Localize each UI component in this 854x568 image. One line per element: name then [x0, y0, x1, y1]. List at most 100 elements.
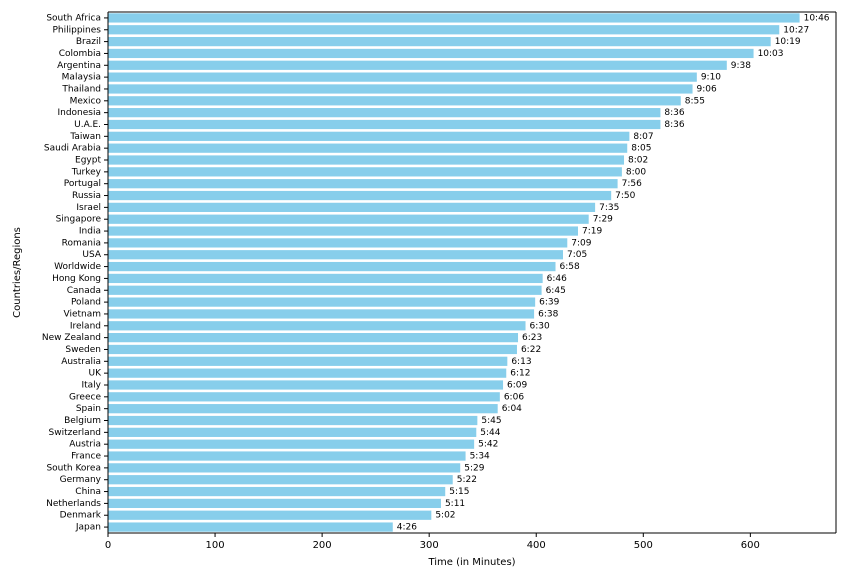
bar-value-label: 5:45: [481, 416, 501, 426]
y-tick-label: Russia: [72, 191, 101, 201]
y-tick-label: Saudi Arabia: [44, 144, 101, 154]
bar-value-label: 6:23: [522, 333, 542, 343]
bar: [108, 120, 660, 129]
x-tick-label: 500: [634, 540, 653, 551]
y-tick-label: Worldwide: [54, 262, 101, 272]
bar: [108, 475, 453, 484]
bar: [108, 215, 589, 224]
bar-value-label: 8:00: [626, 167, 646, 177]
bar: [108, 274, 543, 283]
bar-value-label: 8:55: [685, 96, 705, 106]
y-tick-label: China: [75, 487, 101, 497]
y-tick-label: Greece: [69, 392, 101, 402]
y-tick-label: Switzerland: [49, 428, 102, 438]
y-tick-label: Netherlands: [46, 499, 101, 509]
y-tick-label: Israel: [76, 203, 101, 213]
bar: [108, 499, 441, 508]
y-tick-label: Denmark: [60, 511, 102, 521]
x-tick-label: 300: [420, 540, 439, 551]
bar-value-label: 5:34: [470, 452, 490, 462]
x-tick-label: 100: [206, 540, 225, 551]
bar-value-label: 6:12: [510, 369, 530, 379]
bar-value-label: 6:22: [521, 345, 541, 355]
y-tick-label: Taiwan: [69, 132, 101, 142]
bar: [108, 96, 681, 105]
bar: [108, 380, 503, 389]
bar: [108, 345, 517, 354]
bar: [108, 487, 445, 496]
y-tick-label: Australia: [61, 357, 101, 367]
bar-value-label: 6:38: [538, 309, 558, 319]
bar: [108, 84, 693, 93]
bar-value-label: 9:38: [731, 61, 751, 71]
y-tick-label: U.A.E.: [74, 120, 101, 130]
y-tick-label: Italy: [81, 380, 101, 390]
bar-value-label: 6:46: [547, 274, 567, 284]
y-tick-label: Austria: [69, 440, 101, 450]
x-tick-label: 200: [313, 540, 332, 551]
bar: [108, 191, 611, 200]
bar-value-label: 10:19: [775, 37, 801, 47]
y-tick-label: Ireland: [70, 321, 101, 331]
bar: [108, 428, 476, 437]
y-tick-label: Vietnam: [63, 309, 101, 319]
bar: [108, 203, 595, 212]
x-tick-label: 600: [741, 540, 760, 551]
bar-value-label: 9:10: [701, 73, 721, 83]
bar-value-label: 5:22: [457, 475, 477, 485]
bar-value-label: 6:06: [504, 392, 524, 402]
bar-value-label: 7:29: [593, 215, 613, 225]
bar-value-label: 6:04: [502, 404, 522, 414]
y-tick-label: Sweden: [65, 345, 101, 355]
y-axis-title: Countries/Regions: [12, 227, 23, 318]
bar: [108, 286, 542, 295]
bar: [108, 25, 779, 34]
bar: [108, 108, 660, 117]
bar: [108, 73, 697, 82]
bar-value-label: 6:30: [530, 321, 550, 331]
bar-value-label: 6:58: [560, 262, 580, 272]
bar-value-label: 7:50: [615, 191, 635, 201]
bar-value-label: 8:36: [664, 120, 684, 130]
bar-value-label: 10:46: [804, 13, 830, 23]
y-tick-label: Indonesia: [57, 108, 101, 118]
bar-value-label: 8:02: [628, 156, 648, 166]
y-tick-label: Malaysia: [62, 73, 101, 83]
bar-value-label: 5:29: [464, 463, 484, 473]
bar: [108, 13, 800, 22]
bar-value-label: 7:09: [571, 238, 591, 248]
bar-value-label: 9:06: [697, 84, 717, 94]
bar-value-label: 6:39: [539, 298, 559, 308]
bar: [108, 392, 500, 401]
y-tick-label: USA: [82, 250, 101, 260]
x-tick-label: 0: [105, 540, 111, 551]
bar: [108, 132, 629, 141]
y-tick-label: Poland: [71, 298, 101, 308]
y-tick-label: Egypt: [75, 156, 101, 166]
bar: [108, 262, 556, 271]
bar-value-label: 10:27: [783, 25, 809, 35]
bar-value-label: 7:35: [599, 203, 619, 213]
y-tick-label: France: [71, 452, 101, 462]
y-tick-label: Germany: [60, 475, 102, 485]
y-tick-label: Belgium: [64, 416, 101, 426]
y-tick-label: Spain: [76, 404, 101, 414]
bar: [108, 37, 771, 46]
bar-value-label: 6:09: [507, 380, 527, 390]
bar: [108, 144, 627, 153]
y-tick-label: UK: [89, 369, 103, 379]
bar-value-label: 7:56: [622, 179, 642, 189]
bar: [108, 297, 535, 306]
y-tick-label: New Zealand: [42, 333, 101, 343]
y-tick-label: Argentina: [57, 61, 101, 71]
bar-value-label: 7:05: [567, 250, 587, 260]
bar: [108, 451, 466, 460]
bar-value-label: 5:11: [445, 499, 465, 509]
bar: [108, 369, 506, 378]
bar: [108, 250, 563, 259]
bar: [108, 155, 624, 164]
bar-value-label: 10:03: [758, 49, 784, 59]
y-tick-label: Thailand: [61, 84, 101, 94]
bar: [108, 238, 567, 247]
bar: [108, 179, 618, 188]
